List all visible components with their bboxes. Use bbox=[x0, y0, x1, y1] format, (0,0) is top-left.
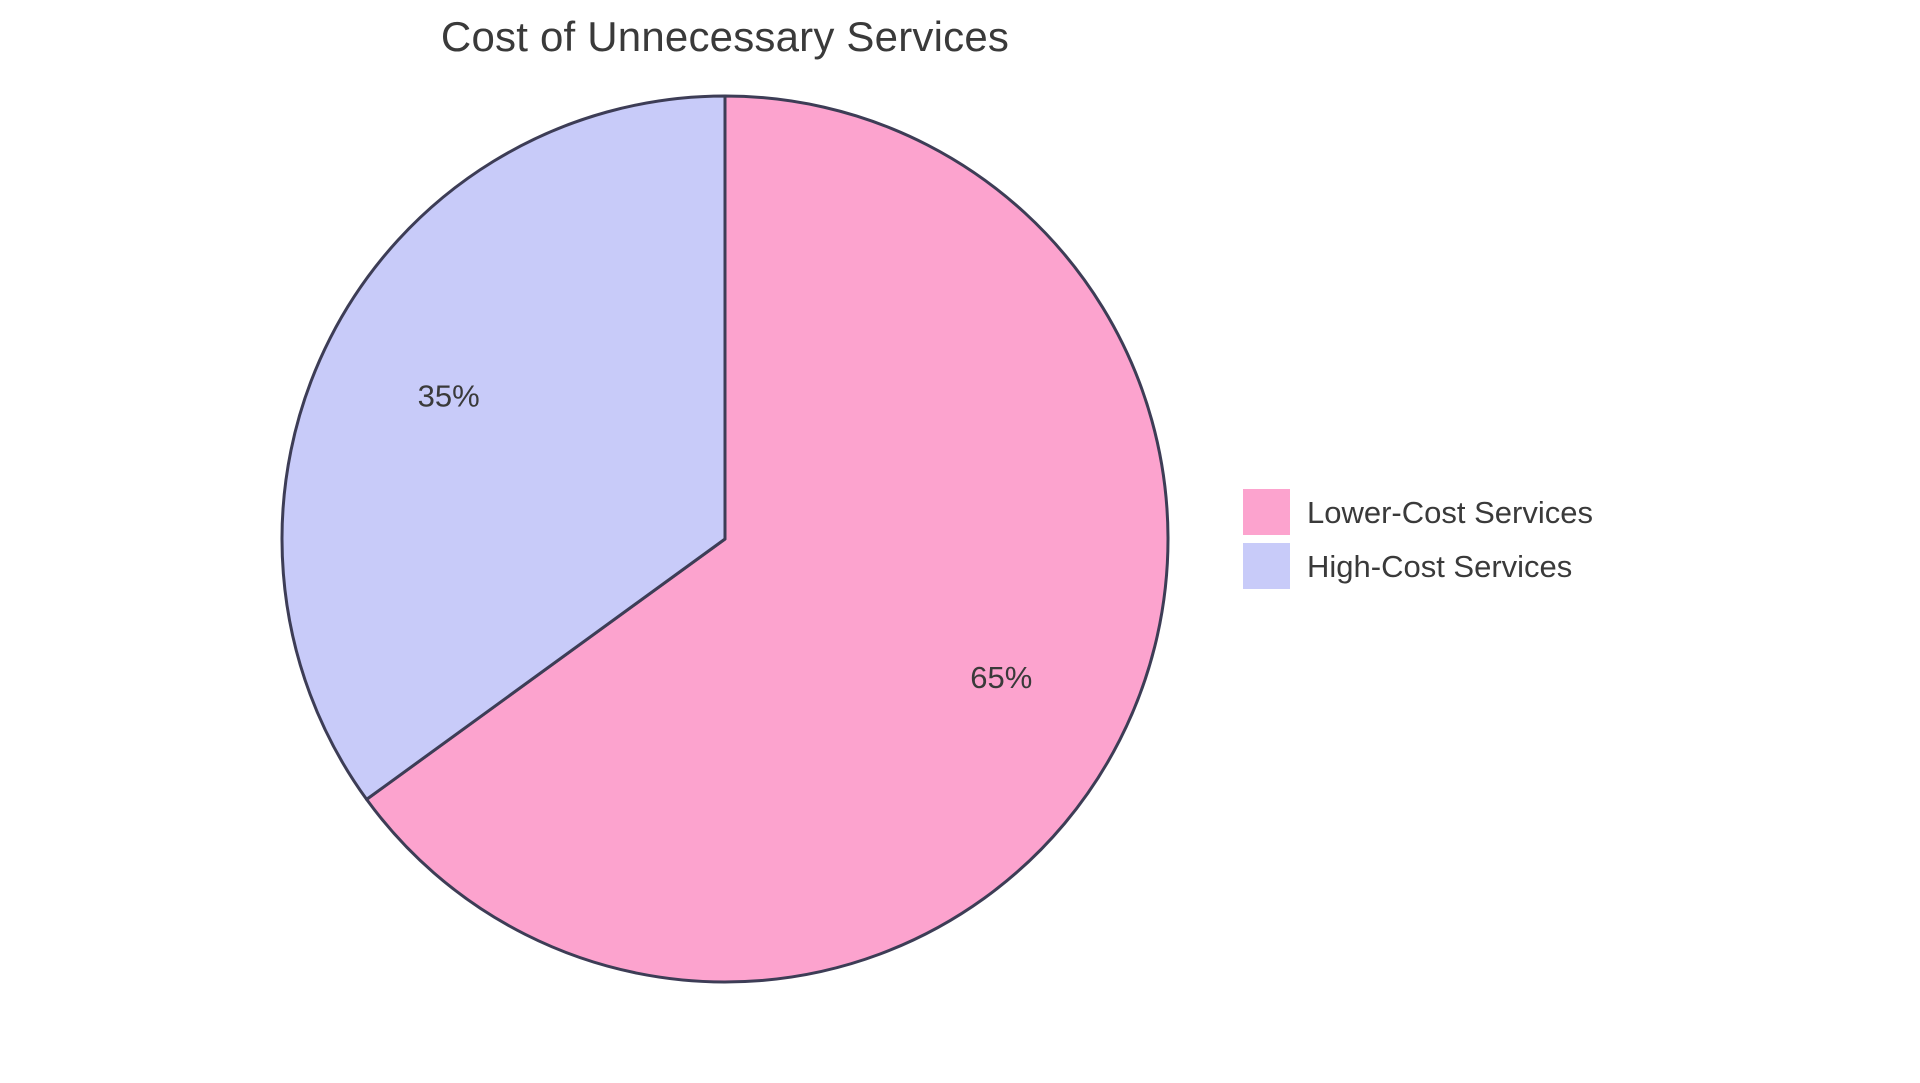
pie-data-labels-group: 65% 35% bbox=[418, 378, 1033, 695]
pie-slice-label-lower-cost-services: 65% bbox=[970, 660, 1032, 695]
legend-item-lower-cost-services[interactable]: Lower-Cost Services bbox=[1243, 489, 1593, 535]
pie-slice-lower-cost-services[interactable] bbox=[365, 94, 1170, 984]
legend-swatch-lower-cost-services bbox=[1243, 489, 1290, 535]
pie-slice-label-high-cost-services: 35% bbox=[418, 378, 480, 413]
legend-label-high-cost-services: High-Cost Services bbox=[1307, 548, 1573, 584]
pie-slices-group bbox=[280, 94, 1170, 984]
chart-title: Cost of Unnecessary Services bbox=[440, 13, 1010, 60]
legend-swatch-high-cost-services bbox=[1243, 543, 1290, 589]
pie-slice-high-cost-services[interactable] bbox=[280, 94, 727, 801]
chart-legend: Lower-Cost Services High-Cost Services bbox=[1243, 489, 1593, 589]
legend-item-high-cost-services[interactable]: High-Cost Services bbox=[1243, 543, 1593, 589]
legend-label-lower-cost-services: Lower-Cost Services bbox=[1307, 494, 1593, 530]
